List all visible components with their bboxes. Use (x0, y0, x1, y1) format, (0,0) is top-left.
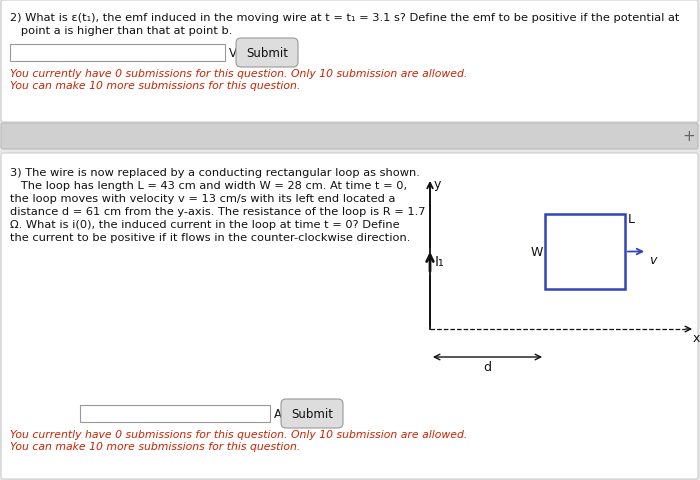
Text: Submit: Submit (246, 47, 288, 60)
Bar (10, 45, 225, 62)
Bar (545, 215, 625, 289)
Text: V: V (229, 47, 237, 60)
Text: Ω. What is i(0), the induced current in the loop at time t = 0? Define: Ω. What is i(0), the induced current in … (10, 219, 400, 229)
Text: You can make 10 more submissions for this question.: You can make 10 more submissions for thi… (10, 81, 300, 91)
FancyBboxPatch shape (1, 124, 698, 150)
Text: L: L (628, 213, 635, 226)
Text: I₁: I₁ (435, 255, 444, 269)
FancyBboxPatch shape (1, 1, 698, 123)
Text: Submit: Submit (291, 407, 333, 420)
Text: x: x (693, 331, 700, 344)
Text: distance d = 61 cm from the y-axis. The resistance of the loop is R = 1.7: distance d = 61 cm from the y-axis. The … (10, 206, 426, 216)
Text: d: d (484, 360, 491, 373)
FancyBboxPatch shape (281, 399, 343, 428)
Text: 3) The wire is now replaced by a conducting rectangular loop as shown.: 3) The wire is now replaced by a conduct… (10, 168, 420, 178)
Text: W: W (531, 245, 543, 258)
Text: the current to be positive if it flows in the counter-clockwise direction.: the current to be positive if it flows i… (10, 232, 410, 242)
Text: A: A (274, 407, 282, 420)
Text: v: v (649, 253, 657, 266)
Text: The loop has length L = 43 cm and width W = 28 cm. At time t = 0,: The loop has length L = 43 cm and width … (10, 180, 407, 191)
Text: y: y (434, 178, 442, 191)
Text: You currently have 0 submissions for this question. Only 10 submission are allow: You currently have 0 submissions for thi… (10, 429, 468, 439)
Text: You currently have 0 submissions for this question. Only 10 submission are allow: You currently have 0 submissions for thi… (10, 69, 468, 79)
FancyBboxPatch shape (236, 39, 298, 68)
Text: the loop moves with velocity v = 13 cm/s with its left end located a: the loop moves with velocity v = 13 cm/s… (10, 193, 395, 204)
Text: 2) What is ε(t₁), the emf induced in the moving wire at t = t₁ = 3.1 s? Define t: 2) What is ε(t₁), the emf induced in the… (10, 13, 680, 23)
Text: You can make 10 more submissions for this question.: You can make 10 more submissions for thi… (10, 441, 300, 451)
Text: +: + (682, 129, 695, 144)
Bar (80, 405, 270, 422)
FancyBboxPatch shape (1, 154, 698, 479)
Text: point a is higher than that at point b.: point a is higher than that at point b. (10, 26, 232, 36)
